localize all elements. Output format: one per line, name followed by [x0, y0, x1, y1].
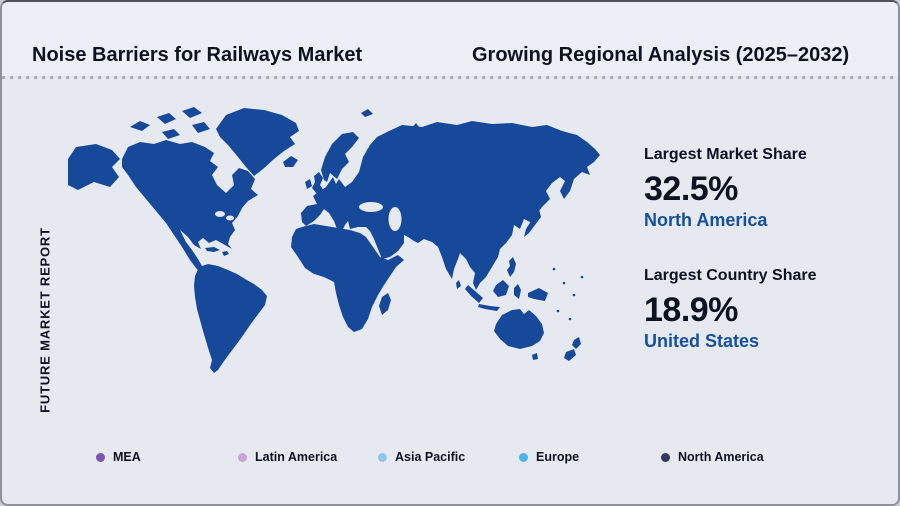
pacific-island	[580, 275, 584, 279]
legend-item-north-america: North America	[661, 450, 764, 464]
madagascar	[379, 293, 391, 315]
sulawesi	[514, 284, 521, 299]
north-america-dot-icon	[661, 452, 670, 462]
scandinavia	[321, 132, 359, 182]
africa	[291, 224, 404, 332]
japan	[524, 209, 541, 237]
new-zealand-south	[564, 349, 576, 361]
iceland	[283, 156, 298, 167]
svalbard	[361, 109, 373, 117]
legend-label: North America	[678, 450, 764, 464]
latin-america-dot-icon	[238, 452, 247, 462]
south-america	[194, 264, 267, 373]
north-america	[122, 140, 258, 274]
tasmania	[532, 353, 538, 360]
legend-label: Europe	[536, 450, 580, 464]
largest-market-share-label: Largest Market Share	[644, 146, 807, 163]
dotted-divider	[2, 76, 898, 79]
legend-label: Latin America	[255, 450, 338, 464]
subtitle-regional-analysis: Growing Regional Analysis (2025–2032)	[472, 44, 850, 66]
eurasia	[301, 121, 600, 290]
pacific-island	[552, 267, 556, 271]
pacific-island	[562, 281, 566, 285]
australia	[494, 309, 544, 349]
legend-item-europe: Europe	[519, 450, 579, 464]
sumatra	[465, 285, 483, 303]
largest-country-share-region: United States	[644, 331, 760, 351]
great-lakes	[226, 215, 234, 221]
europe-dot-icon	[519, 452, 528, 462]
new-guinea	[528, 288, 548, 301]
legend-item-mea: MEA	[96, 450, 141, 464]
asia-pacific-dot-icon	[378, 452, 387, 462]
united-kingdom	[312, 172, 324, 194]
black-sea	[359, 202, 383, 212]
philippines	[507, 257, 516, 277]
sri-lanka	[456, 280, 461, 289]
pacific-island	[572, 293, 576, 297]
sakhalin	[528, 190, 535, 209]
legend-label: MEA	[113, 450, 141, 464]
arctic-islands	[130, 107, 210, 139]
novaya-zemlya	[406, 123, 419, 144]
cuba	[205, 247, 220, 252]
hispaniola	[222, 251, 229, 256]
borneo	[493, 280, 509, 297]
mea-dot-icon	[96, 452, 105, 462]
largest-market-share-value: 32.5%	[644, 170, 738, 208]
watermark-future-market-report: FUTURE MARKET REPORT	[37, 227, 53, 413]
legend-item-latin-america: Latin America	[238, 450, 337, 464]
world-map	[68, 107, 600, 373]
header-band	[2, 2, 898, 76]
largest-market-share-region: North America	[644, 210, 768, 230]
alaska	[68, 144, 120, 190]
great-lakes	[215, 211, 225, 217]
caspian-sea	[388, 207, 402, 231]
new-zealand-north	[572, 337, 581, 349]
pacific-island	[556, 309, 560, 313]
page-title: Noise Barriers for Railways Market	[32, 44, 363, 66]
java	[478, 304, 500, 311]
ireland	[305, 179, 312, 189]
pacific-island	[568, 317, 572, 321]
legend-item-asia-pacific: Asia Pacific	[378, 450, 465, 464]
legend-label: Asia Pacific	[395, 450, 466, 464]
largest-country-share-value: 18.9%	[644, 291, 738, 329]
largest-country-share-label: Largest Country Share	[644, 267, 817, 284]
greenland	[216, 108, 299, 176]
